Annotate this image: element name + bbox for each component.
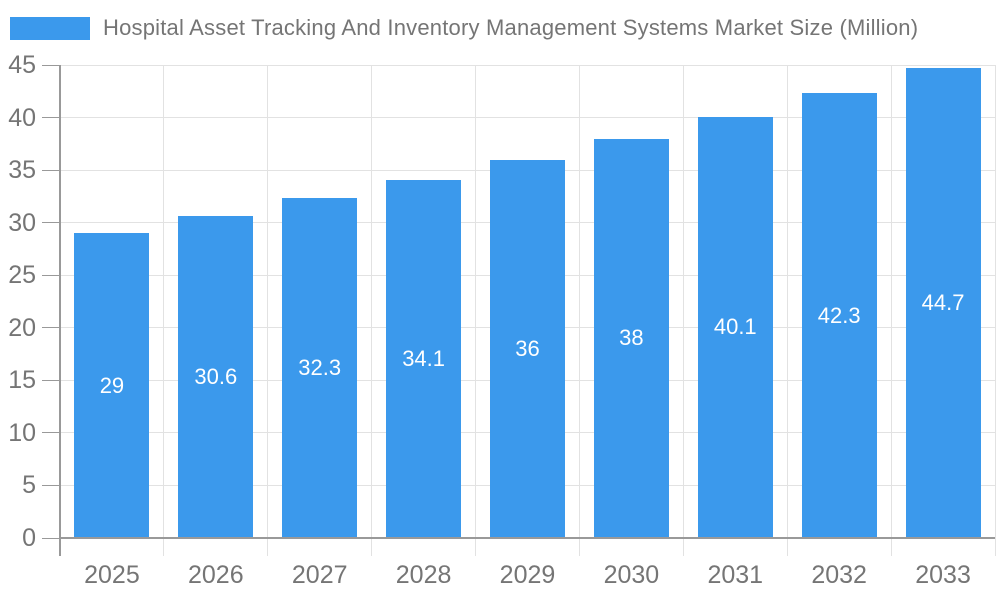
y-tick-label: 10 [8,418,36,447]
y-axis-tick [42,222,60,224]
y-axis-tick [42,64,60,66]
bar-2026 [178,216,254,538]
gridline-horizontal [60,64,995,66]
y-tick-label: 0 [22,524,36,552]
bar-value-label: 34.1 [402,345,446,371]
y-tick-label: 45 [8,51,36,79]
bar-value-label: 29 [99,372,125,398]
y-axis-tick [42,537,60,539]
y-axis-tick [42,379,60,381]
gridline-horizontal [60,117,995,119]
bar-2033 [905,68,981,538]
x-tick-label: 2032 [811,561,867,589]
bar-2029 [490,159,565,538]
gridline-vertical [578,65,580,556]
bar-value-label: 38 [619,325,644,351]
legend-swatch[interactable] [10,16,90,40]
y-tick-label: 25 [8,261,36,290]
y-axis-tick [42,432,60,434]
bar-2028 [386,179,462,538]
y-tick-label: 35 [8,156,36,185]
y-axis-tick [42,169,60,171]
bar-value-label: 32.3 [298,355,342,381]
x-tick-label: 2030 [603,561,660,589]
y-tick-label: 40 [8,103,36,132]
y-tick-label: 5 [22,471,36,500]
gridline-vertical [267,65,269,556]
bar-value-label: 42.3 [817,302,861,328]
x-tick-label: 2031 [707,561,764,589]
bar-value-label: 40.1 [713,314,757,340]
x-tick-label: 2033 [915,561,971,589]
y-axis-tick [42,274,60,276]
bar-2025 [74,233,150,538]
gridline-vertical [786,65,788,556]
gridline-vertical [475,65,477,556]
y-tick-label: 20 [8,313,36,342]
y-axis-line [59,65,61,556]
x-tick-label: 2026 [188,561,244,589]
gridline-vertical [371,65,373,556]
chart-title: Hospital Asset Tracking And Inventory Ma… [103,15,919,40]
bar-2032 [801,93,877,538]
gridline-vertical [994,65,996,556]
y-tick-label: 30 [8,208,36,237]
y-tick-label: 15 [8,366,36,395]
gridline-vertical [163,65,165,556]
bar-value-label: 36 [515,335,540,361]
x-tick-label: 2029 [499,561,556,589]
bar-2030 [593,138,669,538]
y-axis-tick [42,484,60,486]
plot-area: 0 5 10 15 20 25 30 35 40 45 29 2025 30.6 2026 32.3 2027… [8,52,996,589]
y-axis-tick [42,327,60,329]
bar-2027 [282,198,358,538]
x-tick-label: 2028 [395,561,452,589]
x-axis-line [60,537,995,539]
gridline-vertical [890,65,892,556]
bar-2031 [697,116,773,538]
x-tick-label: 2027 [291,561,348,589]
bar-value-label: 44.7 [921,290,965,316]
chart-legend: Hospital Asset Tracking And Inventory Ma… [10,15,918,41]
bar-value-label: 30.6 [194,364,238,390]
y-axis-tick [42,117,60,119]
x-tick-label: 2025 [84,561,140,589]
gridline-vertical [682,65,684,556]
